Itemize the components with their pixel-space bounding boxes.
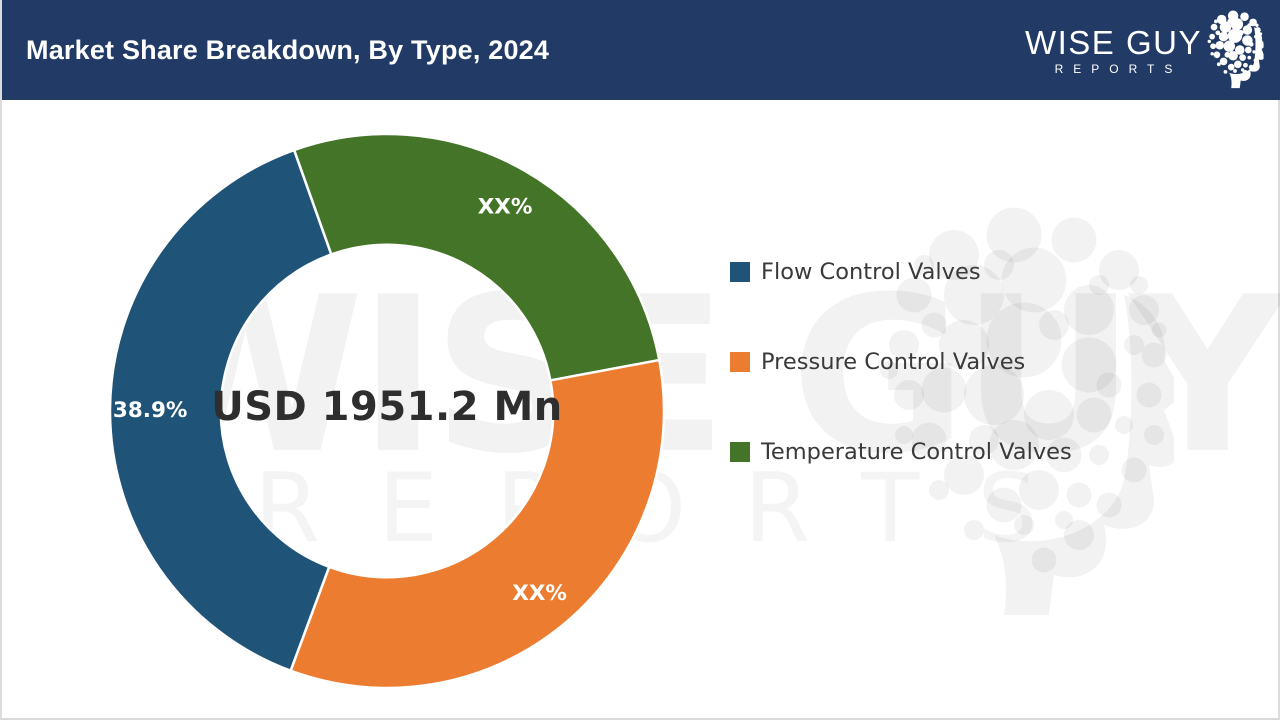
logo-line2: REPORTS: [1054, 61, 1183, 76]
slice-label: XX%: [478, 194, 533, 219]
donut-slice-flow-control-valves: [108, 148, 333, 672]
legend-swatch-pressure: [730, 352, 750, 372]
legend-label: Pressure Control Valves: [761, 349, 1026, 375]
legend-label: Flow Control Valves: [761, 259, 981, 285]
logo-line1: WISE GUY: [1024, 23, 1202, 61]
legend-item-flow-control-valves: Flow Control Valves: [730, 259, 981, 285]
page-title: Market Share Breakdown, By Type, 2024: [26, 34, 550, 65]
slice-label: XX%: [512, 581, 567, 606]
face-dots-logo-icon: [1206, 10, 1264, 90]
donut-slice-pressure-control-valves: [289, 358, 666, 690]
chart-center-value: USD 1951.2 Mn: [211, 384, 563, 430]
donut-slice-temperature-control-valves: [292, 132, 661, 382]
legend-label: Temperature Control Valves: [761, 439, 1072, 465]
legend-item-pressure-control-valves: Pressure Control Valves: [730, 349, 1025, 375]
legend-item-temperature-control-valves: Temperature Control Valves: [730, 439, 1072, 465]
header-bar: Market Share Breakdown, By Type, 2024 WI…: [2, 0, 1280, 100]
legend-swatch-temperature: [730, 442, 750, 462]
logo-wordmark: WISE GUY REPORTS: [1025, 26, 1202, 75]
legend-swatch-flow: [730, 262, 750, 282]
slice-label: 38.9%: [113, 398, 188, 423]
wise-guy-logo: WISE GUY REPORTS: [1025, 10, 1264, 90]
